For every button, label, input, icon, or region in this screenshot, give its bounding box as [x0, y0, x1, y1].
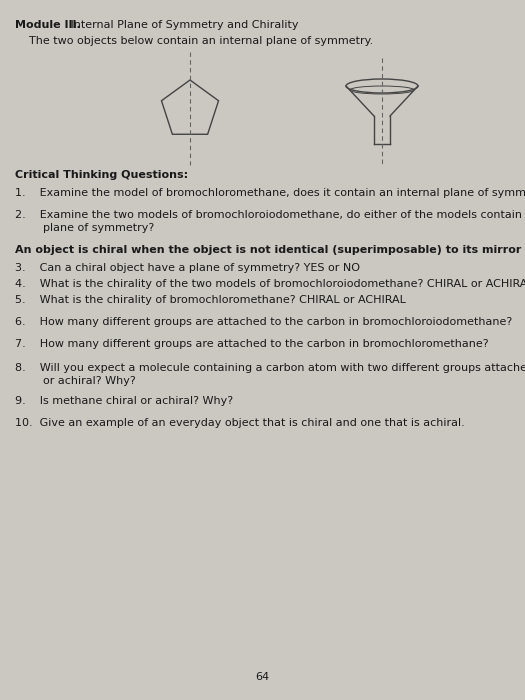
- Text: 7.    How many different groups are attached to the carbon in bromochloromethane: 7. How many different groups are attache…: [15, 339, 489, 349]
- Text: plane of symmetry?: plane of symmetry?: [15, 223, 154, 233]
- Text: or achiral? Why?: or achiral? Why?: [15, 376, 136, 386]
- Text: The two objects below contain an internal plane of symmetry.: The two objects below contain an interna…: [15, 36, 373, 46]
- Text: Module III.: Module III.: [15, 20, 81, 30]
- Text: An object is chiral when the object is not identical (superimposable) to its mir: An object is chiral when the object is n…: [15, 245, 525, 255]
- Text: 9.    Is methane chiral or achiral? Why?: 9. Is methane chiral or achiral? Why?: [15, 396, 233, 406]
- Text: 4.    What is the chirality of the two models of bromochloroiodomethane? CHIRAL : 4. What is the chirality of the two mode…: [15, 279, 525, 289]
- Text: 1.    Examine the model of bromochloromethane, does it contain an internal plane: 1. Examine the model of bromochlorometha…: [15, 188, 525, 198]
- Text: 3.    Can a chiral object have a plane of symmetry? YES or NO: 3. Can a chiral object have a plane of s…: [15, 263, 360, 273]
- Text: 10.  Give an example of an everyday object that is chiral and one that is achira: 10. Give an example of an everyday objec…: [15, 418, 465, 428]
- Text: 8.    Will you expect a molecule containing a carbon atom with two different gro: 8. Will you expect a molecule containing…: [15, 363, 525, 373]
- Text: 2.    Examine the two models of bromochloroiodomethane, do either of the models : 2. Examine the two models of bromochloro…: [15, 210, 525, 220]
- Text: Internal Plane of Symmetry and Chirality: Internal Plane of Symmetry and Chirality: [67, 20, 299, 30]
- Text: 6.    How many different groups are attached to the carbon in bromochloroiodomet: 6. How many different groups are attache…: [15, 317, 512, 327]
- Text: 64: 64: [255, 672, 269, 682]
- Text: Critical Thinking Questions:: Critical Thinking Questions:: [15, 170, 188, 180]
- Text: 5.    What is the chirality of bromochloromethane? CHIRAL or ACHIRAL: 5. What is the chirality of bromochlorom…: [15, 295, 406, 305]
